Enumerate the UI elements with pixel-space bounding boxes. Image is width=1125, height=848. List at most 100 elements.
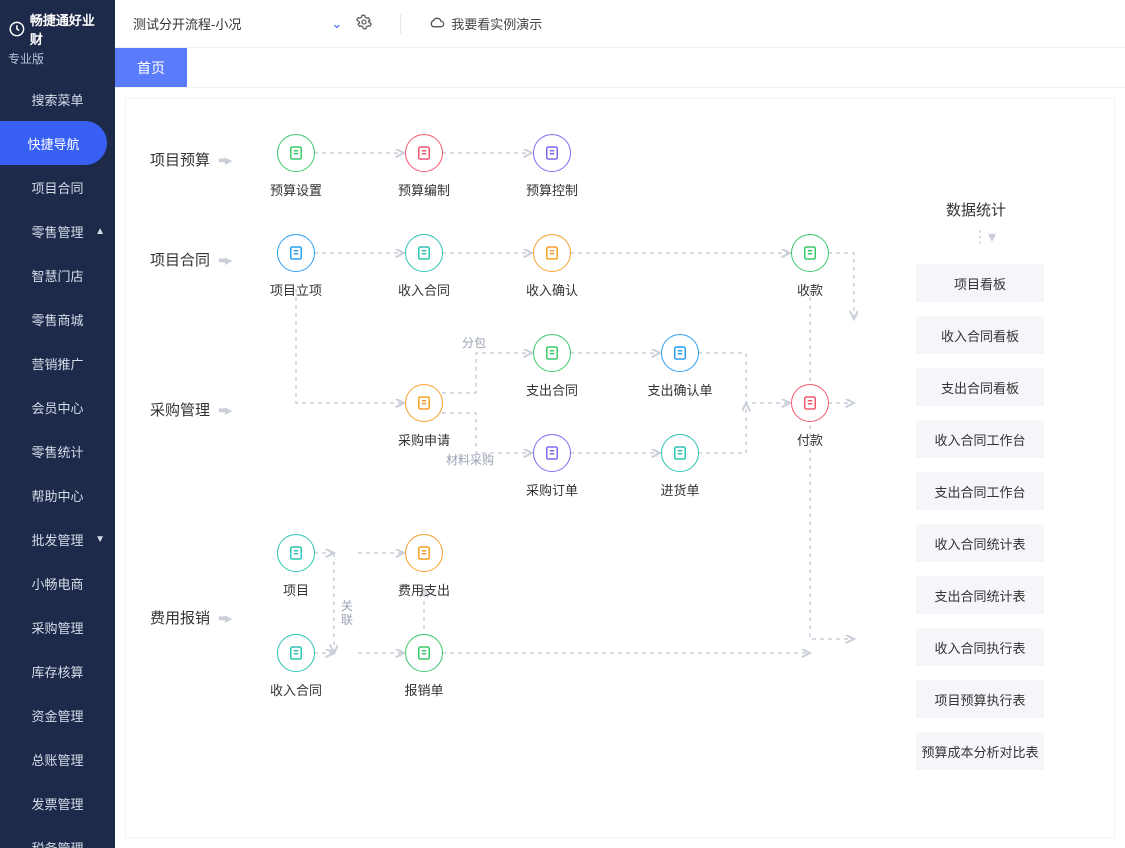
stats-button[interactable]: 收入合同看板 [916,316,1044,354]
flow-node-budget_set[interactable]: 预算设置 [256,134,336,199]
brand-edition: 专业版 [0,50,115,77]
node-caption: 收入确认 [512,280,592,299]
flow-node-payment[interactable]: 付款 [770,384,850,449]
sidebar-item[interactable]: 资金管理 [0,693,115,737]
section-label: 项目合同 ▪▪▸ [150,249,230,270]
tab-bar: 首页 [115,48,1125,88]
brand-title: 畅捷通好业财 [30,10,107,48]
brand: 畅捷通好业财 [0,0,115,50]
stats-button[interactable]: 预算成本分析对比表 [916,732,1044,770]
brand-logo-icon [8,20,26,38]
demo-link[interactable]: 我要看实例演示 [429,14,542,33]
stats-button[interactable]: 支出合同工作台 [916,472,1044,510]
node-caption: 预算设置 [256,180,336,199]
tab-home[interactable]: 首页 [115,48,187,87]
node-icon [661,334,699,372]
divider [400,14,401,34]
node-icon [277,134,315,172]
sidebar-item[interactable]: 零售管理▲ [0,209,115,253]
node-icon [791,384,829,422]
chevron-down-icon: ⌄ [331,16,342,32]
flow-node-reimburse[interactable]: 报销单 [384,634,464,699]
chevron-icon: ▼ [95,534,105,545]
flow-node-budget_make[interactable]: 预算编制 [384,134,464,199]
node-caption: 进货单 [640,480,720,499]
node-icon [277,634,315,672]
sidebar-item[interactable]: 库存核算 [0,649,115,693]
node-caption: 支出确认单 [640,380,720,399]
node-icon [405,134,443,172]
node-caption: 项目立项 [256,280,336,299]
stats-button[interactable]: 项目看板 [916,264,1044,302]
flow-node-proj_setup[interactable]: 项目立项 [256,234,336,299]
stats-button[interactable]: 支出合同看板 [916,368,1044,406]
node-icon [533,434,571,472]
stats-title: 数据统计 [946,199,1006,220]
edge-label: 分包 [462,334,486,351]
node-icon [405,234,443,272]
tab-label: 首页 [137,58,165,78]
stats-button[interactable]: 收入合同统计表 [916,524,1044,562]
sidebar-item[interactable]: 会员中心 [0,385,115,429]
node-icon [791,234,829,272]
stats-button[interactable]: 支出合同统计表 [916,576,1044,614]
flow-node-purch_ord[interactable]: 采购订单 [512,434,592,499]
project-select[interactable]: 测试分开流程-小况 ⌄ [133,14,342,33]
node-caption: 付款 [770,430,850,449]
flow-node-fee_proj[interactable]: 项目 [256,534,336,599]
node-caption: 预算编制 [384,180,464,199]
section-label: 采购管理 ▪▪▸ [150,399,230,420]
node-caption: 采购申请 [384,430,464,449]
flow-node-fee_income[interactable]: 收入合同 [256,634,336,699]
node-icon [533,134,571,172]
node-caption: 预算控制 [512,180,592,199]
sidebar-item[interactable]: 营销推广 [0,341,115,385]
node-icon [405,634,443,672]
flow-node-purch_req[interactable]: 采购申请 [384,384,464,449]
node-icon [661,434,699,472]
sidebar-item[interactable]: 小畅电商 [0,561,115,605]
sidebar-item[interactable]: 总账管理 [0,737,115,781]
sidebar-item[interactable]: 批发管理▼ [0,517,115,561]
node-caption: 收款 [770,280,850,299]
gear-icon[interactable] [356,14,372,33]
sidebar-item[interactable]: 项目合同 [0,165,115,209]
edge-label: 联 [341,611,353,628]
node-icon [277,234,315,272]
sidebar-item[interactable]: 智慧门店 [0,253,115,297]
node-icon [533,334,571,372]
project-name: 测试分开流程-小况 [133,14,241,33]
node-caption: 项目 [256,580,336,599]
flow-node-budget_ctrl[interactable]: 预算控制 [512,134,592,199]
flow-canvas: 项目预算 ▪▪▸项目合同 ▪▪▸采购管理 ▪▪▸费用报销 ▪▪▸预算设置预算编制… [125,98,1115,838]
chevron-icon: ▲ [95,226,105,237]
stats-arrow-icon: ⋮▾ [972,227,996,247]
node-caption: 收入合同 [384,280,464,299]
edge-label: 材料采购 [446,451,494,468]
node-icon [405,384,443,422]
sidebar-item[interactable]: 零售商城 [0,297,115,341]
main: 测试分开流程-小况 ⌄ 我要看实例演示 首页 项目预算 ▪▪▸ 项目合同 ▪▪▸ 采… [115,0,1125,848]
section-label: 项目预算 ▪▪▸ [150,149,230,170]
cloud-icon [429,16,445,32]
sidebar-item[interactable]: 搜索菜单 [0,77,115,121]
stats-button[interactable]: 收入合同执行表 [916,628,1044,666]
flow-node-income_ct[interactable]: 收入合同 [384,234,464,299]
flow-node-goods_in[interactable]: 进货单 [640,434,720,499]
sidebar-item[interactable]: 快捷导航 [0,121,107,165]
sidebar-item[interactable]: 零售统计 [0,429,115,473]
node-caption: 收入合同 [256,680,336,699]
stats-button[interactable]: 收入合同工作台 [916,420,1044,458]
flow-node-fee_expend[interactable]: 费用支出 [384,534,464,599]
node-caption: 费用支出 [384,580,464,599]
flow-node-receipt[interactable]: 收款 [770,234,850,299]
sidebar-item[interactable]: 发票管理 [0,781,115,825]
flow-node-income_cf[interactable]: 收入确认 [512,234,592,299]
sidebar-item[interactable]: 采购管理 [0,605,115,649]
flow-node-expend_cf[interactable]: 支出确认单 [640,334,720,399]
sidebar-item[interactable]: 税务管理 [0,825,115,848]
sidebar-item[interactable]: 帮助中心 [0,473,115,517]
flow-node-expend_ct[interactable]: 支出合同 [512,334,592,399]
node-caption: 采购订单 [512,480,592,499]
stats-button[interactable]: 项目预算执行表 [916,680,1044,718]
